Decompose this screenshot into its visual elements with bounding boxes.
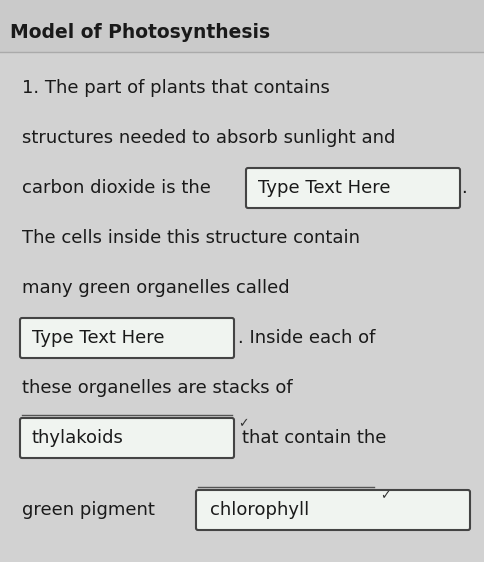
Text: that contain the: that contain the [242,429,386,447]
Text: ✓: ✓ [238,417,248,430]
Bar [0,0,484,52]
Text: Model of Photosynthesis: Model of Photosynthesis [10,22,270,42]
Text: green pigment: green pigment [22,501,160,519]
Text: Type Text Here: Type Text Here [32,329,164,347]
Text: . Inside each of: . Inside each of [238,329,375,347]
Text: many green organelles called: many green organelles called [22,279,289,297]
Text: ✓: ✓ [379,489,390,502]
Text: structures needed to absorb sunlight and: structures needed to absorb sunlight and [22,129,394,147]
FancyBboxPatch shape [20,418,233,458]
Text: 1. The part of plants that contains: 1. The part of plants that contains [22,79,329,97]
Text: carbon dioxide is the: carbon dioxide is the [22,179,216,197]
Text: chlorophyll: chlorophyll [210,501,309,519]
FancyBboxPatch shape [20,318,233,358]
Text: thylakoids: thylakoids [32,429,123,447]
Text: Type Text Here: Type Text Here [257,179,390,197]
Text: .: . [460,179,466,197]
Text: The cells inside this structure contain: The cells inside this structure contain [22,229,359,247]
FancyBboxPatch shape [196,490,469,530]
Text: these organelles are stacks of: these organelles are stacks of [22,379,292,397]
FancyBboxPatch shape [245,168,459,208]
